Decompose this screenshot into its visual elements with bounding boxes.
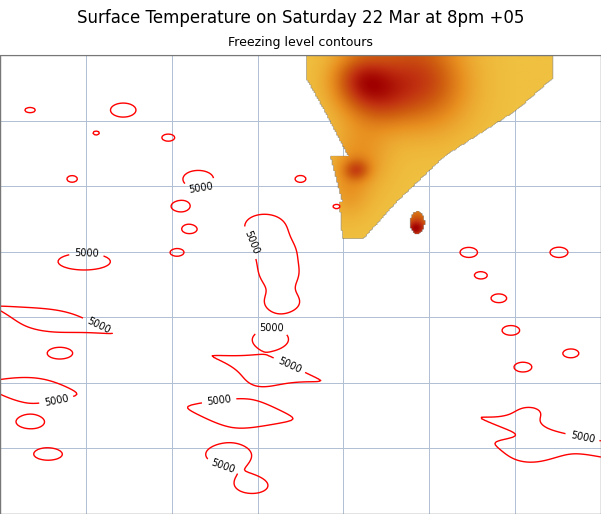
Text: 5000: 5000 <box>259 323 284 334</box>
Text: 5000: 5000 <box>188 181 214 195</box>
Text: 5000: 5000 <box>276 355 303 375</box>
Text: 5000: 5000 <box>85 316 112 336</box>
Text: 5000: 5000 <box>569 430 596 445</box>
Text: Surface Temperature on Saturday 22 Mar at 8pm +05: Surface Temperature on Saturday 22 Mar a… <box>77 9 524 27</box>
Text: 5000: 5000 <box>210 458 236 475</box>
Text: 5000: 5000 <box>74 248 99 259</box>
Text: Freezing level contours: Freezing level contours <box>228 36 373 49</box>
Text: 5000: 5000 <box>206 394 232 407</box>
Text: 5000: 5000 <box>43 393 69 408</box>
Text: 5000: 5000 <box>242 229 261 255</box>
